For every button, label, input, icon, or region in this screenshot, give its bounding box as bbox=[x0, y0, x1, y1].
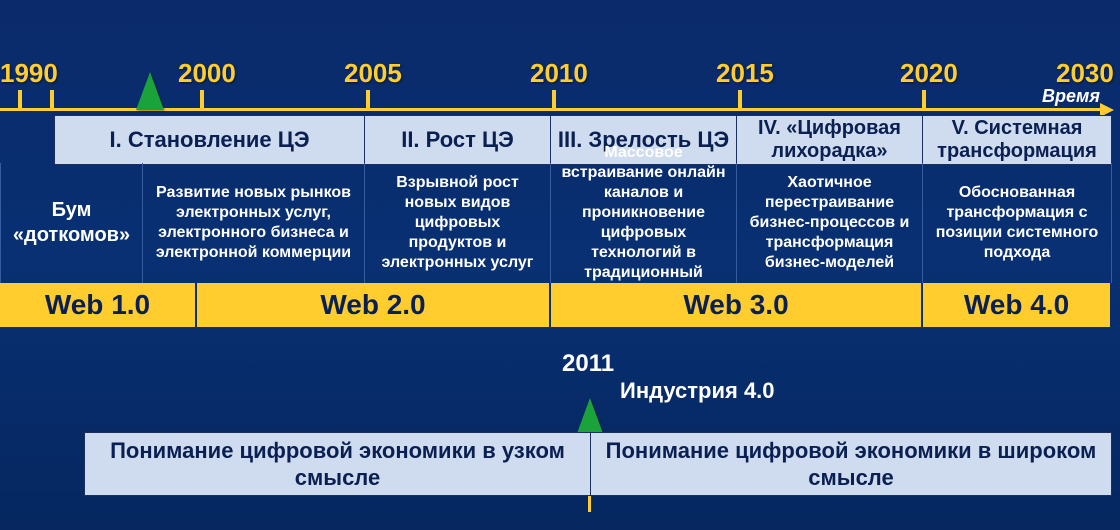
tick-2000 bbox=[200, 90, 204, 110]
phase-2: II. Рост ЦЭ bbox=[365, 116, 551, 164]
phase-4: IV. «Цифровая лихорадка» bbox=[737, 116, 923, 164]
description-row: Бум «доткомов» Развитие новых рынков эле… bbox=[0, 163, 1112, 283]
marker-top-icon bbox=[136, 72, 164, 110]
time-label: Время bbox=[1042, 86, 1100, 107]
web-band: Web 1.0 Web 2.0 Web 3.0 Web 4.0 bbox=[0, 283, 1110, 327]
tick-2005 bbox=[366, 90, 370, 110]
year-2011: 2011 bbox=[562, 350, 614, 378]
phase-5: V. Системная трансформация bbox=[923, 116, 1111, 164]
year-2005: 2005 bbox=[344, 58, 402, 89]
year-2000: 2000 bbox=[178, 58, 236, 89]
desc-2: Взрывной рост новых видов цифровых проду… bbox=[365, 163, 551, 283]
tick-2015 bbox=[738, 90, 742, 110]
desc-5: Обоснованная трансформация с позиции сис… bbox=[923, 163, 1111, 283]
desc-3: Массовое встраивание онлайн каналов и пр… bbox=[551, 163, 737, 283]
phase-1: I. Становление ЦЭ bbox=[55, 116, 365, 164]
year-1990: 1990 bbox=[0, 58, 58, 89]
year-2010: 2010 bbox=[530, 58, 588, 89]
understanding-broad: Понимание цифровой экономики в широком с… bbox=[591, 433, 1111, 495]
understanding-narrow: Понимание цифровой экономики в узком смы… bbox=[85, 433, 591, 495]
industry-label: Индустрия 4.0 bbox=[620, 378, 775, 404]
understanding-band: Понимание цифровой экономики в узком смы… bbox=[84, 432, 1112, 496]
tick-2020 bbox=[922, 90, 926, 110]
tick-1990 bbox=[18, 90, 22, 110]
web-4: Web 4.0 bbox=[923, 283, 1110, 327]
marker-bottom-icon bbox=[576, 398, 604, 436]
web-3: Web 3.0 bbox=[551, 283, 923, 327]
web-1: Web 1.0 bbox=[0, 283, 197, 327]
year-2020: 2020 bbox=[900, 58, 958, 89]
time-axis bbox=[0, 108, 1102, 111]
desc-1: Развитие новых рынков электронных услуг,… bbox=[143, 163, 365, 283]
desc-0: Бум «доткомов» bbox=[1, 163, 143, 283]
web-2: Web 2.0 bbox=[197, 283, 551, 327]
year-2030: 2030 bbox=[1056, 58, 1114, 89]
tick-extra-1 bbox=[50, 90, 54, 110]
tick-2010 bbox=[552, 90, 556, 110]
year-2015: 2015 bbox=[716, 58, 774, 89]
desc-4: Хаотичное перестраивание бизнес-процессо… bbox=[737, 163, 923, 283]
